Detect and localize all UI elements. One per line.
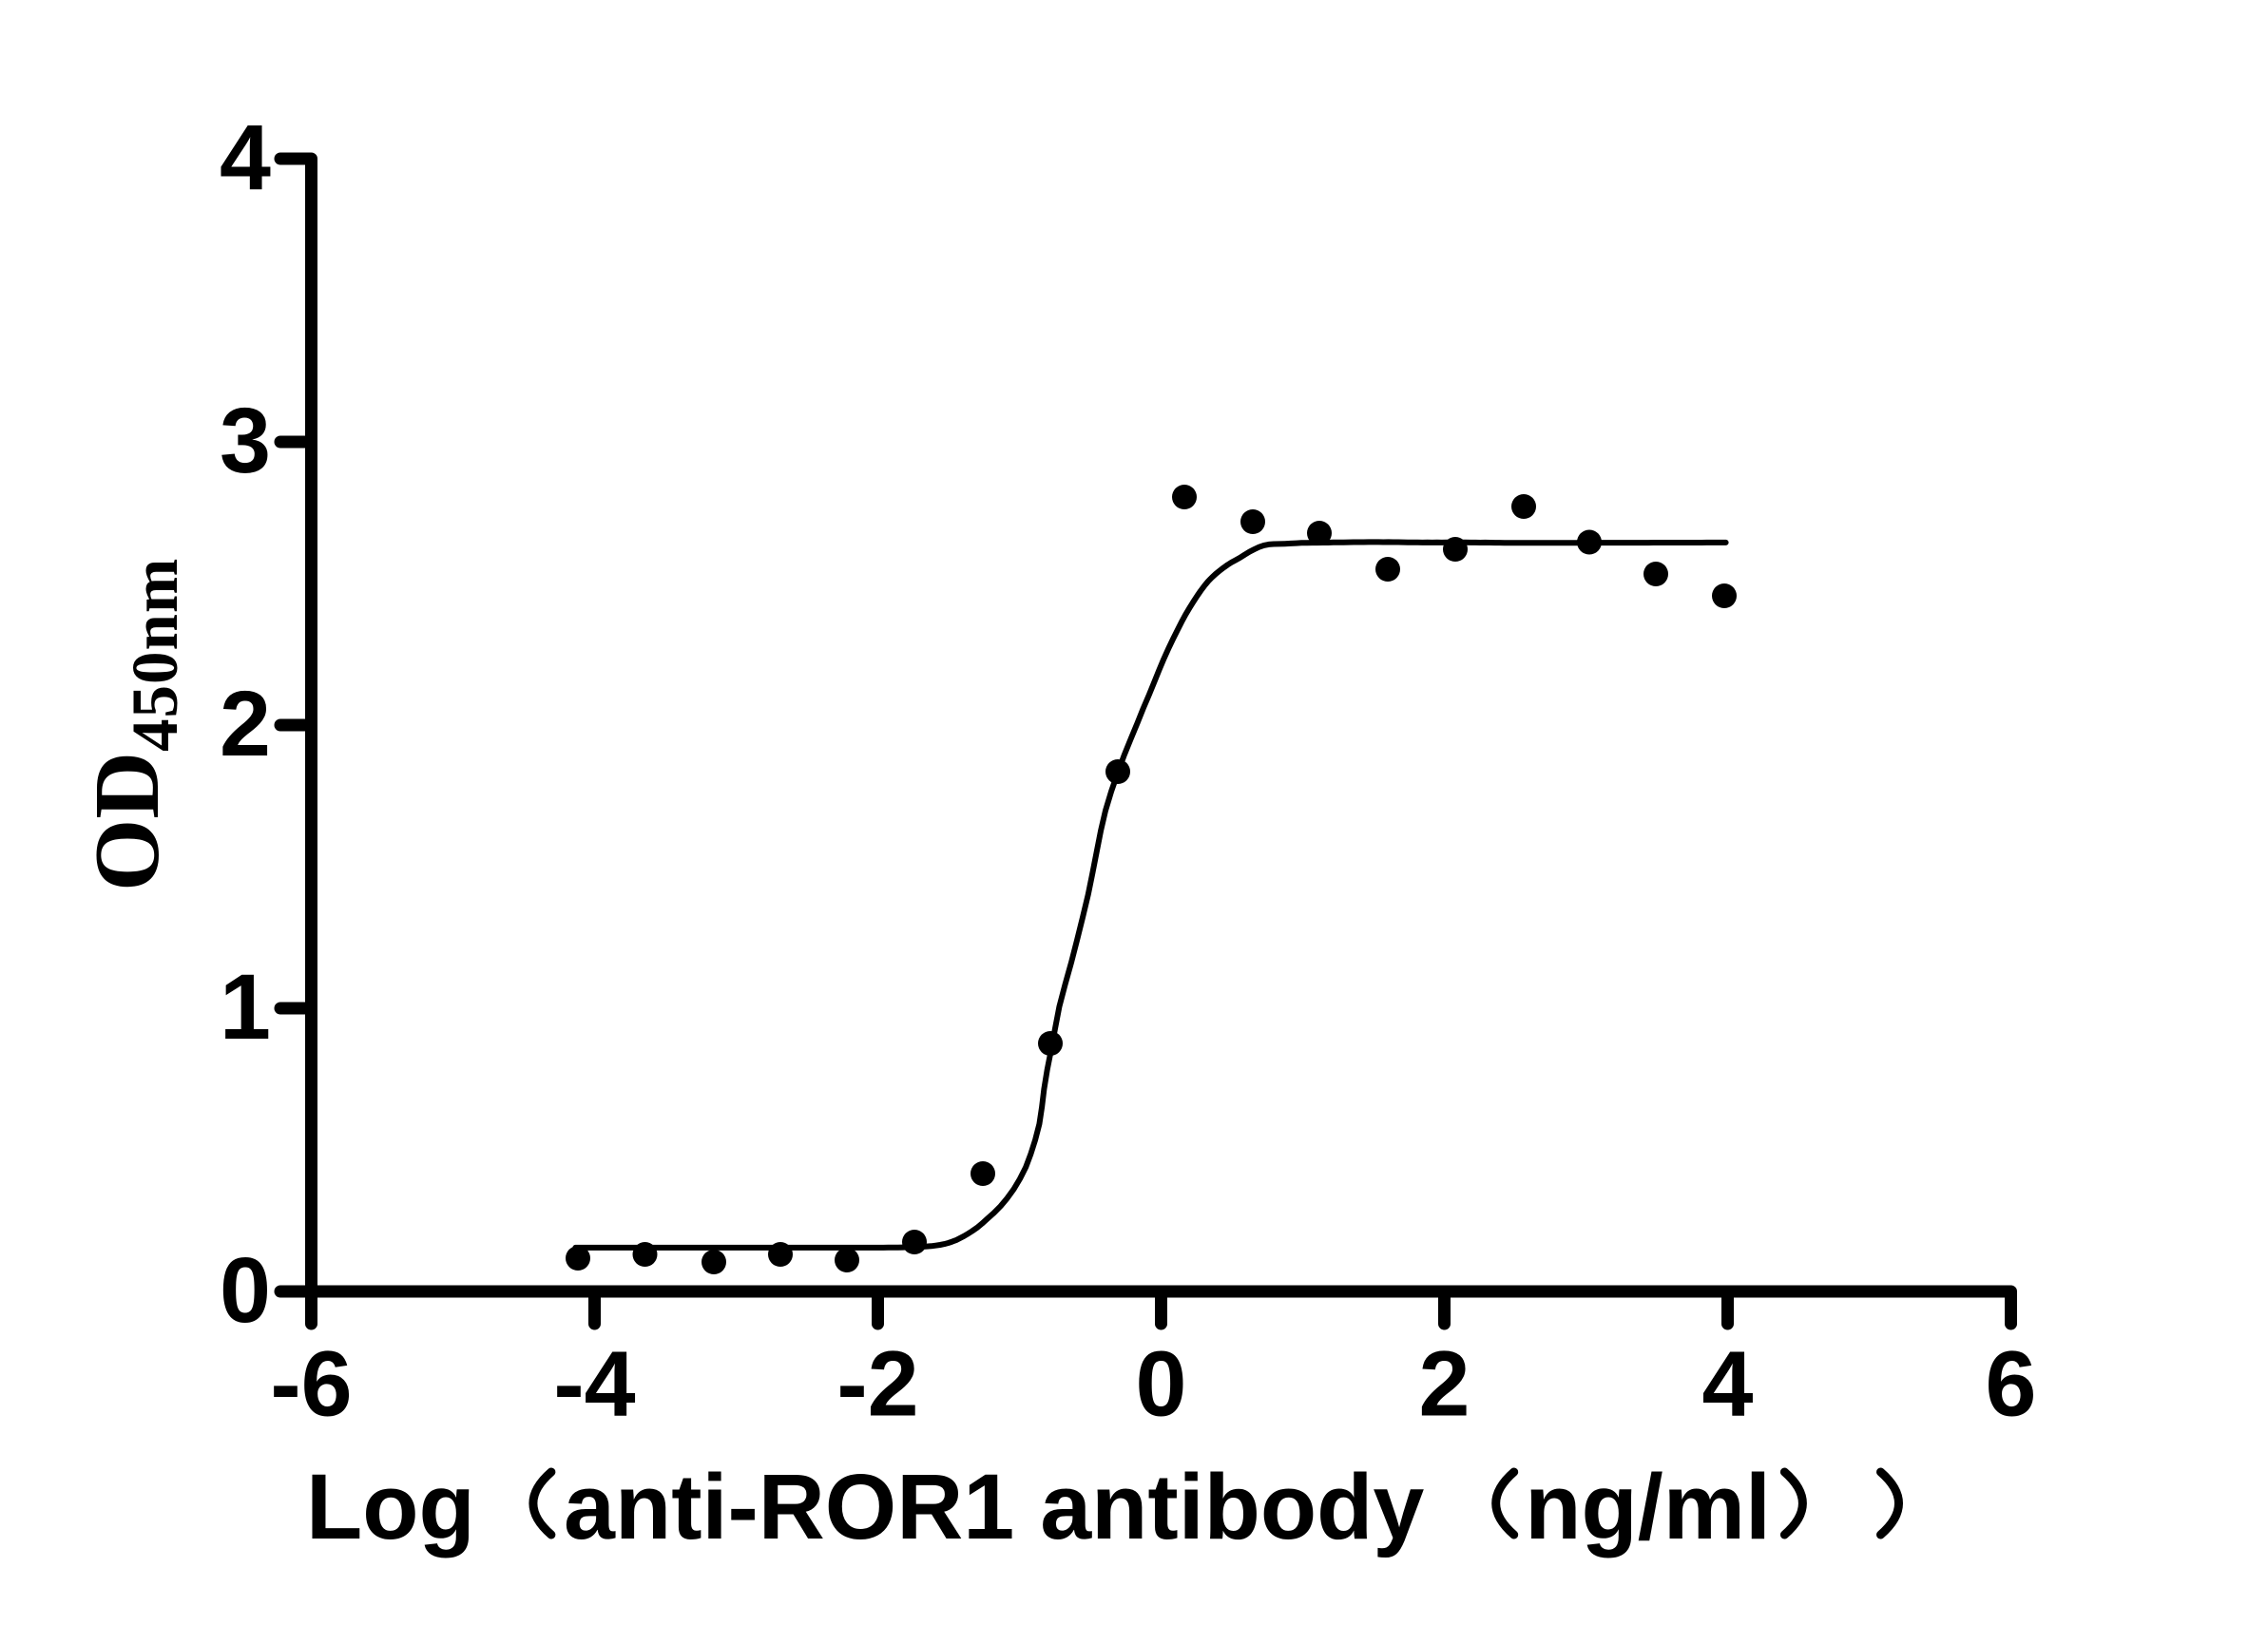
svg-text:6: 6 [1986, 1332, 2037, 1436]
svg-text:0: 0 [220, 1238, 271, 1342]
svg-text:-2: -2 [836, 1332, 918, 1436]
svg-text:anti-ROR1 antibody: anti-ROR1 antibody [564, 1455, 1424, 1558]
svg-text:-6: -6 [270, 1332, 352, 1436]
svg-text:ng/ml: ng/ml [1525, 1455, 1771, 1558]
svg-text:1: 1 [220, 955, 271, 1059]
svg-text:2: 2 [1419, 1332, 1470, 1436]
svg-text:-4: -4 [553, 1332, 635, 1436]
svg-text:0: 0 [1136, 1332, 1187, 1436]
svg-text:4: 4 [220, 105, 271, 209]
svg-text:3: 3 [220, 389, 271, 492]
svg-text:2: 2 [220, 672, 271, 775]
svg-text:4: 4 [1702, 1332, 1754, 1436]
svg-text:Log: Log [306, 1455, 475, 1558]
